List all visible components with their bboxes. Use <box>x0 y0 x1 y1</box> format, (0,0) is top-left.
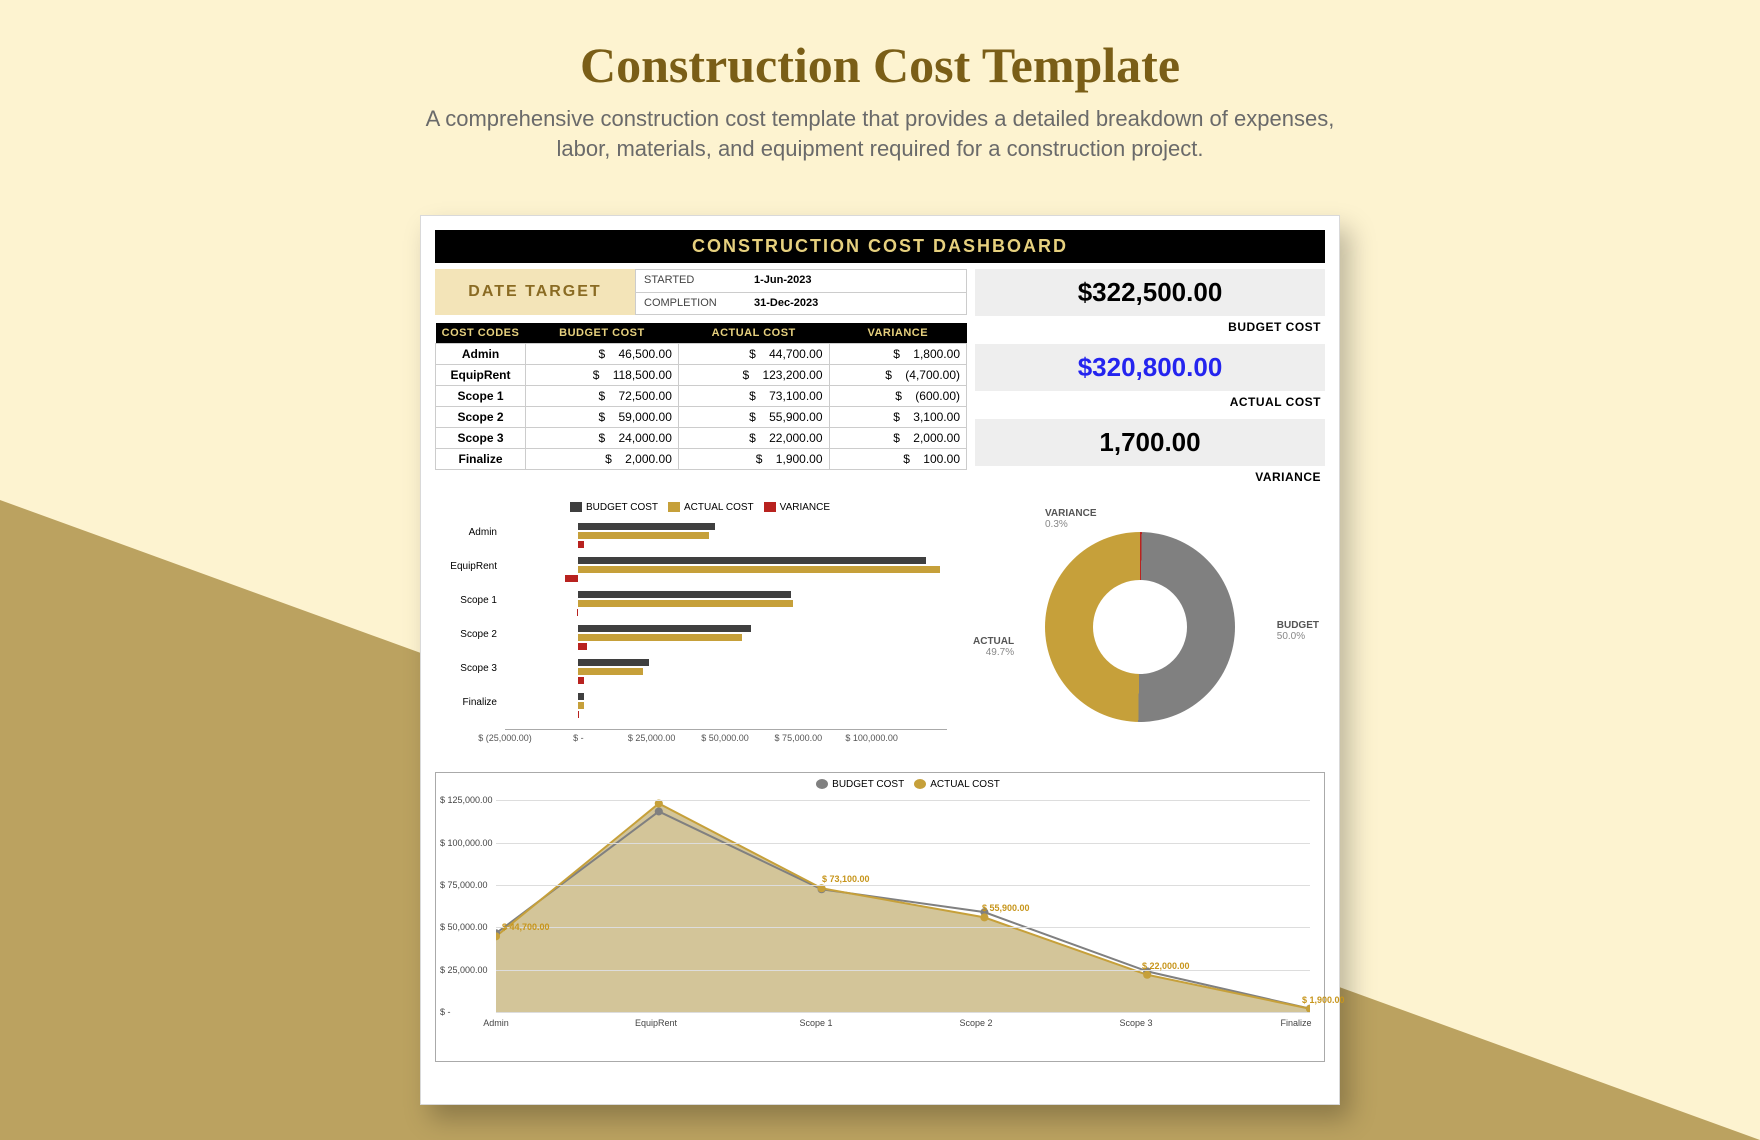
completion-value: 31-Dec-2023 <box>746 293 966 315</box>
table-row: EquipRent $ 118,500.00 $ 123,200.00 $ (4… <box>436 365 967 386</box>
started-label: STARTED <box>636 270 746 292</box>
table-row: Scope 2 $ 59,000.00 $ 55,900.00 $ 3,100.… <box>436 407 967 428</box>
page-title: Construction Cost Template <box>0 0 1760 94</box>
table-row: Scope 1 $ 72,500.00 $ 73,100.00 $ (600.0… <box>436 386 967 407</box>
kpi-budget-value: $322,500.00 <box>975 269 1325 316</box>
date-target-label: DATE TARGET <box>435 269 635 315</box>
bar-chart: BUDGET COSTACTUAL COSTVARIANCE AdminEqui… <box>435 502 955 762</box>
kpi-actual-label: ACTUAL COST <box>975 393 1325 419</box>
donut-chart: VARIANCE0.3% BUDGET50.0% ACTUAL49.7% <box>965 502 1325 762</box>
kpi-actual-value: $320,800.00 <box>975 344 1325 391</box>
table-row: Admin $ 46,500.00 $ 44,700.00 $ 1,800.00 <box>436 344 967 365</box>
kpi-variance-label: VARIANCE <box>975 468 1325 494</box>
dashboard-title: CONSTRUCTION COST DASHBOARD <box>435 230 1325 263</box>
kpi-budget-label: BUDGET COST <box>975 318 1325 344</box>
kpi-panel: $322,500.00 BUDGET COST $320,800.00 ACTU… <box>975 269 1325 494</box>
date-target-block: DATE TARGET STARTED 1-Jun-2023 COMPLETIO… <box>435 269 967 315</box>
table-row: Finalize $ 2,000.00 $ 1,900.00 $ 100.00 <box>436 449 967 470</box>
table-row: Scope 3 $ 24,000.00 $ 22,000.00 $ 2,000.… <box>436 428 967 449</box>
kpi-variance-value: 1,700.00 <box>975 419 1325 466</box>
cost-table: COST CODESBUDGET COSTACTUAL COSTVARIANCE… <box>435 323 967 470</box>
started-value: 1-Jun-2023 <box>746 270 966 292</box>
completion-label: COMPLETION <box>636 293 746 315</box>
page-description: A comprehensive construction cost templa… <box>400 104 1360 163</box>
area-chart: BUDGET COSTACTUAL COST $ -$ 25,000.00$ 5… <box>435 772 1325 1062</box>
dashboard-card: CONSTRUCTION COST DASHBOARD DATE TARGET … <box>420 215 1340 1105</box>
